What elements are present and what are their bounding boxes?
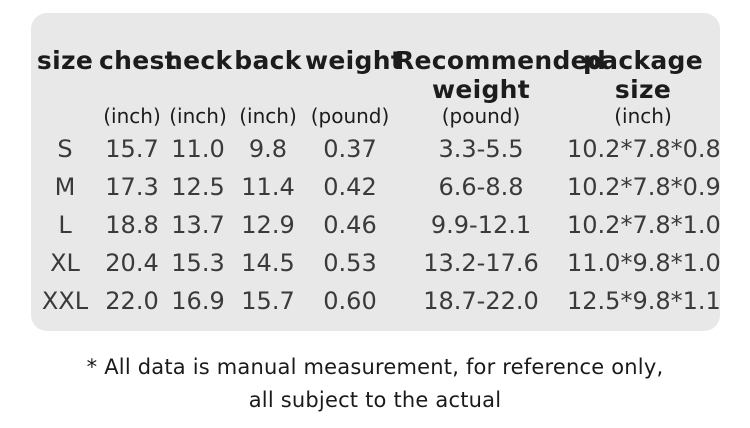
footnote: * All data is manual measurement, for re… [0, 351, 750, 417]
cell-size: S [57, 135, 73, 163]
cell-neck: 15.3 [171, 249, 225, 277]
cell-back: 14.5 [241, 249, 295, 277]
cell-package_size: 10.2*7.8*0.8 [567, 135, 721, 163]
column-header-weight: weight [305, 46, 404, 75]
cell-recommended_weight: 3.3-5.5 [438, 135, 524, 163]
cell-size: XXL [41, 287, 89, 315]
column-unit-package_size: (inch) [614, 104, 672, 128]
column-header-back: back [234, 46, 302, 75]
cell-neck: 16.9 [171, 287, 225, 315]
cell-size: M [54, 173, 76, 201]
table-row: XL 20.4 15.3 14.5 0.53 13.2-17.6 11.0*9.8*1.0 [31, 244, 721, 282]
column-header-recommended_weight: Recommended [395, 46, 607, 75]
footnote-line-1: * All data is manual measurement, for re… [86, 355, 664, 379]
table-body: S 15.7 11.0 9.8 0.37 3.3-5.5 10.2*7.8*0.8 M 17.3… [31, 130, 721, 320]
column-unit-weight: (pound) [310, 104, 390, 128]
footnote-line-2: all subject to the actual [248, 388, 502, 412]
cell-weight: 0.46 [323, 211, 377, 239]
cell-chest: 15.7 [105, 135, 159, 163]
cell-neck: 13.7 [171, 211, 225, 239]
column-subheader-weight [305, 76, 395, 103]
cell-weight: 0.42 [323, 173, 377, 201]
column-subheader-chest [99, 76, 165, 103]
cell-neck: 11.0 [171, 135, 225, 163]
cell-back: 11.4 [241, 173, 295, 201]
column-subheader-neck [165, 76, 231, 103]
cell-package_size: 12.5*9.8*1.1 [567, 287, 721, 315]
cell-back: 15.7 [241, 287, 295, 315]
cell-chest: 18.8 [105, 211, 159, 239]
column-subheader-back [231, 76, 305, 103]
cell-back: 12.9 [241, 211, 295, 239]
table-header-labels: size chest neck back weight Recommended packag… [31, 46, 720, 76]
size-chart-panel: size chest neck back weight Recommended packag… [31, 13, 721, 331]
table-row: XXL 22.0 16.9 15.7 0.60 18.7-22.0 12.5*9.8*1.1 [31, 282, 721, 320]
cell-chest: 22.0 [105, 287, 159, 315]
column-subheader-recommended_weight: weight [431, 75, 531, 104]
cell-recommended_weight: 18.7-22.0 [423, 287, 539, 315]
cell-package_size: 11.0*9.8*1.0 [567, 249, 721, 277]
cell-back: 9.8 [248, 135, 288, 163]
column-header-package_size: package [582, 46, 704, 75]
table-row: S 15.7 11.0 9.8 0.37 3.3-5.5 10.2*7.8*0.8 [31, 130, 720, 168]
table-header-units: (inch) (inch) (inch) (pound) (pound) (inch) [31, 103, 720, 130]
column-header-chest: chest [99, 46, 177, 75]
column-unit-size [31, 103, 99, 130]
column-subheader-size [31, 76, 99, 103]
column-unit-neck: (inch) [169, 104, 227, 128]
cell-chest: 20.4 [105, 249, 159, 277]
column-subheader-package_size: size [614, 75, 672, 104]
cell-chest: 17.3 [105, 173, 159, 201]
cell-neck: 12.5 [171, 173, 225, 201]
column-unit-back: (inch) [239, 104, 297, 128]
column-unit-chest: (inch) [103, 104, 161, 128]
cell-weight: 0.60 [323, 287, 377, 315]
cell-size: XL [50, 249, 80, 277]
table-header-sublabels: weight size [31, 76, 720, 103]
column-unit-recommended_weight: (pound) [441, 104, 521, 128]
cell-size: L [58, 211, 72, 239]
cell-weight: 0.37 [323, 135, 377, 163]
table-row: L 18.8 13.7 12.9 0.46 9.9-12.1 10.2*7.8*1.0 [31, 206, 720, 244]
cell-recommended_weight: 13.2-17.6 [423, 249, 539, 277]
cell-package_size: 10.2*7.8*0.9 [567, 173, 721, 201]
table-row: M 17.3 12.5 11.4 0.42 6.6-8.8 10.2*7.8*0.9 [31, 168, 721, 206]
cell-recommended_weight: 9.9-12.1 [430, 211, 532, 239]
cell-recommended_weight: 6.6-8.8 [438, 173, 524, 201]
column-header-size: size [36, 46, 94, 75]
cell-package_size: 10.2*7.8*1.0 [567, 211, 721, 239]
cell-weight: 0.53 [323, 249, 377, 277]
column-header-neck: neck [165, 46, 233, 75]
